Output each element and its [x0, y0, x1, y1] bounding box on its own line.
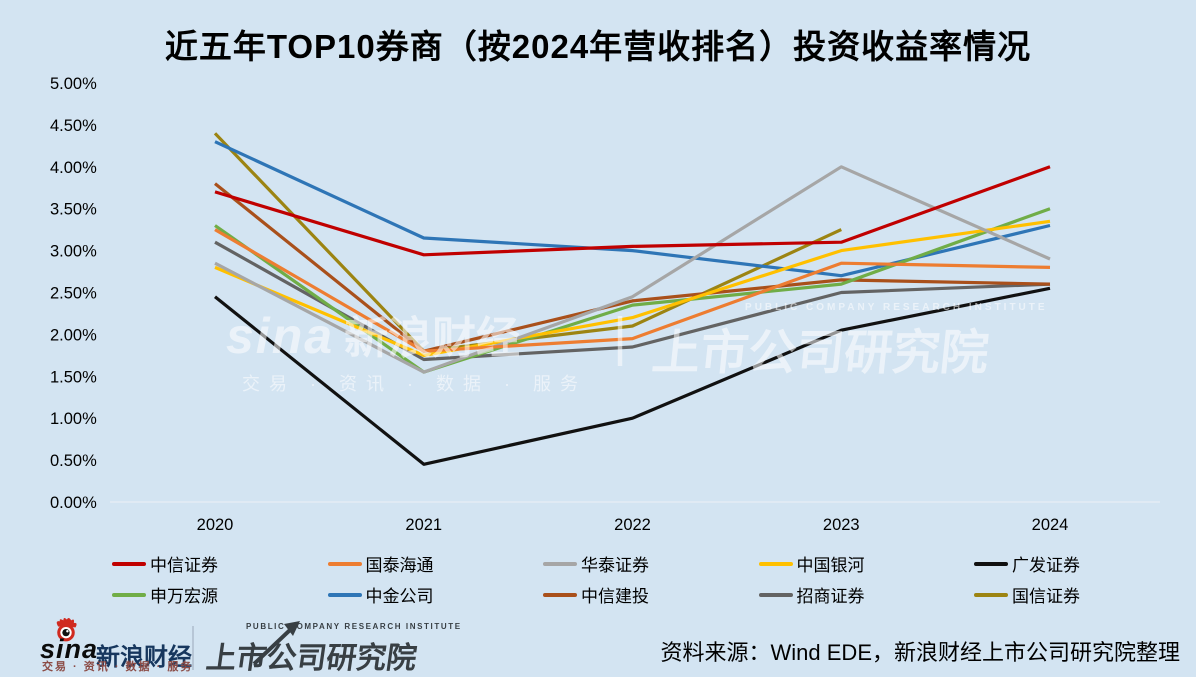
legend-swatch — [758, 592, 793, 597]
watermark-sina-block: sina 新浪财经 交易 · 资讯 · 数据 · 服务 — [226, 302, 587, 396]
y-axis-tick-label: 1.00% — [50, 410, 97, 428]
legend-swatch — [974, 592, 1008, 597]
legend-label: 申万宏源 — [150, 587, 218, 606]
x-axis-tick-label: 2020 — [197, 516, 234, 534]
y-axis-tick-label: 3.50% — [50, 201, 97, 219]
legend-item-8: 招商证券 — [758, 582, 865, 607]
y-axis-tick-label: 0.50% — [50, 452, 97, 470]
legend-label: 国泰海通 — [365, 556, 434, 575]
x-axis-tick-label: 2022 — [614, 516, 651, 534]
institute-watermark-cn: 上市公司研究院 — [649, 327, 992, 380]
series-line-4 — [213, 286, 1051, 466]
x-axis-tick-label: 2024 — [1032, 516, 1069, 534]
series-line-3 — [214, 219, 1051, 357]
chart-title: 近五年TOP10券商（按2024年营收排名）投资收益率情况 — [164, 28, 1032, 65]
watermark-divider: | — [613, 307, 628, 367]
legend-label: 国信证券 — [1012, 587, 1080, 606]
legend-item-5: 申万宏源 — [112, 582, 218, 607]
legend-swatch — [543, 592, 577, 597]
sina-watermark-tagline: 交易 · 资讯 · 数据 · 服务 — [242, 374, 587, 394]
legend-swatch — [112, 592, 146, 597]
series-line-0 — [214, 165, 1051, 257]
series-line-2 — [214, 165, 1051, 374]
series-line-7 — [213, 182, 1051, 353]
legend-label: 中信建投 — [581, 587, 649, 606]
sina-flame-eye-icon — [56, 617, 77, 642]
institute-logo-text: 上市公司研究院 — [204, 642, 419, 675]
y-axis-tick-label: 5.00% — [50, 75, 97, 93]
series-line-6 — [214, 140, 1051, 278]
series-line-8 — [214, 240, 1051, 362]
sina-logo-text: sina — [40, 634, 99, 664]
sina-watermark-brand: 新浪财经 — [344, 314, 521, 363]
x-axis-tick-label: 2021 — [405, 516, 442, 534]
legend-item-0: 中信证券 — [112, 551, 218, 576]
series-line-9 — [213, 132, 842, 353]
sina-watermark-logo: sina — [226, 308, 335, 364]
y-axis-tick-label: 4.50% — [50, 117, 97, 135]
legend-item-2: 华泰证券 — [543, 551, 649, 576]
arrow-up-right-icon — [252, 621, 300, 666]
y-axis-tick-label: 3.00% — [50, 243, 97, 261]
x-axis-tick-label: 2023 — [823, 516, 860, 534]
y-axis-tick-label: 2.50% — [50, 285, 97, 303]
legend-swatch — [543, 561, 577, 566]
legend-item-9: 国信证券 — [974, 582, 1080, 607]
y-axis-tick-label: 2.00% — [50, 326, 97, 344]
footer-divider — [192, 626, 194, 670]
institute-watermark-en: PUBLIC COMPANY RESEARCH INSTITUTE — [745, 302, 1048, 313]
legend-item-4: 广发证券 — [974, 551, 1080, 576]
watermark: sina 新浪财经 交易 · 资讯 · 数据 · 服务 | PUBLIC COM… — [226, 302, 1048, 396]
y-axis-tick-label: 4.00% — [50, 159, 97, 177]
y-axis-tick-label: 0.00% — [50, 494, 97, 512]
series-line-1 — [214, 228, 1051, 353]
legend-label: 中信证券 — [150, 556, 218, 575]
data-source-text: 资料来源：Wind EDE，新浪财经上市公司研究院整理 — [660, 640, 1180, 665]
sina-tagline: 交易 · 资讯 · 数据 · 服务 — [42, 661, 194, 673]
legend-item-1: 国泰海通 — [327, 551, 434, 576]
legend-swatch — [327, 592, 362, 597]
watermark-institute-block: PUBLIC COMPANY RESEARCH INSTITUTE 上市公司研究… — [650, 302, 1048, 383]
legend-label: 华泰证券 — [581, 556, 649, 575]
legend-item-6: 中金公司 — [327, 582, 434, 607]
legend-item-7: 中信建投 — [543, 582, 649, 607]
institute-name-en: PUBLIC COMPANY RESEARCH INSTITUTE — [246, 622, 462, 631]
legend-swatch — [327, 561, 362, 566]
legend-label: 招商证券 — [796, 587, 865, 606]
legend-swatch — [112, 561, 146, 566]
legend-label: 广发证券 — [1012, 556, 1080, 575]
legend-item-3: 中国银河 — [758, 551, 865, 576]
legend-label: 中金公司 — [365, 587, 434, 606]
sina-brand-text: 新浪财经 — [96, 644, 192, 671]
y-axis-tick-label: 1.50% — [50, 368, 97, 386]
series-line-5 — [214, 207, 1051, 374]
legend-swatch — [758, 561, 793, 566]
legend-label: 中国银河 — [796, 556, 865, 575]
legend-swatch — [974, 561, 1008, 566]
